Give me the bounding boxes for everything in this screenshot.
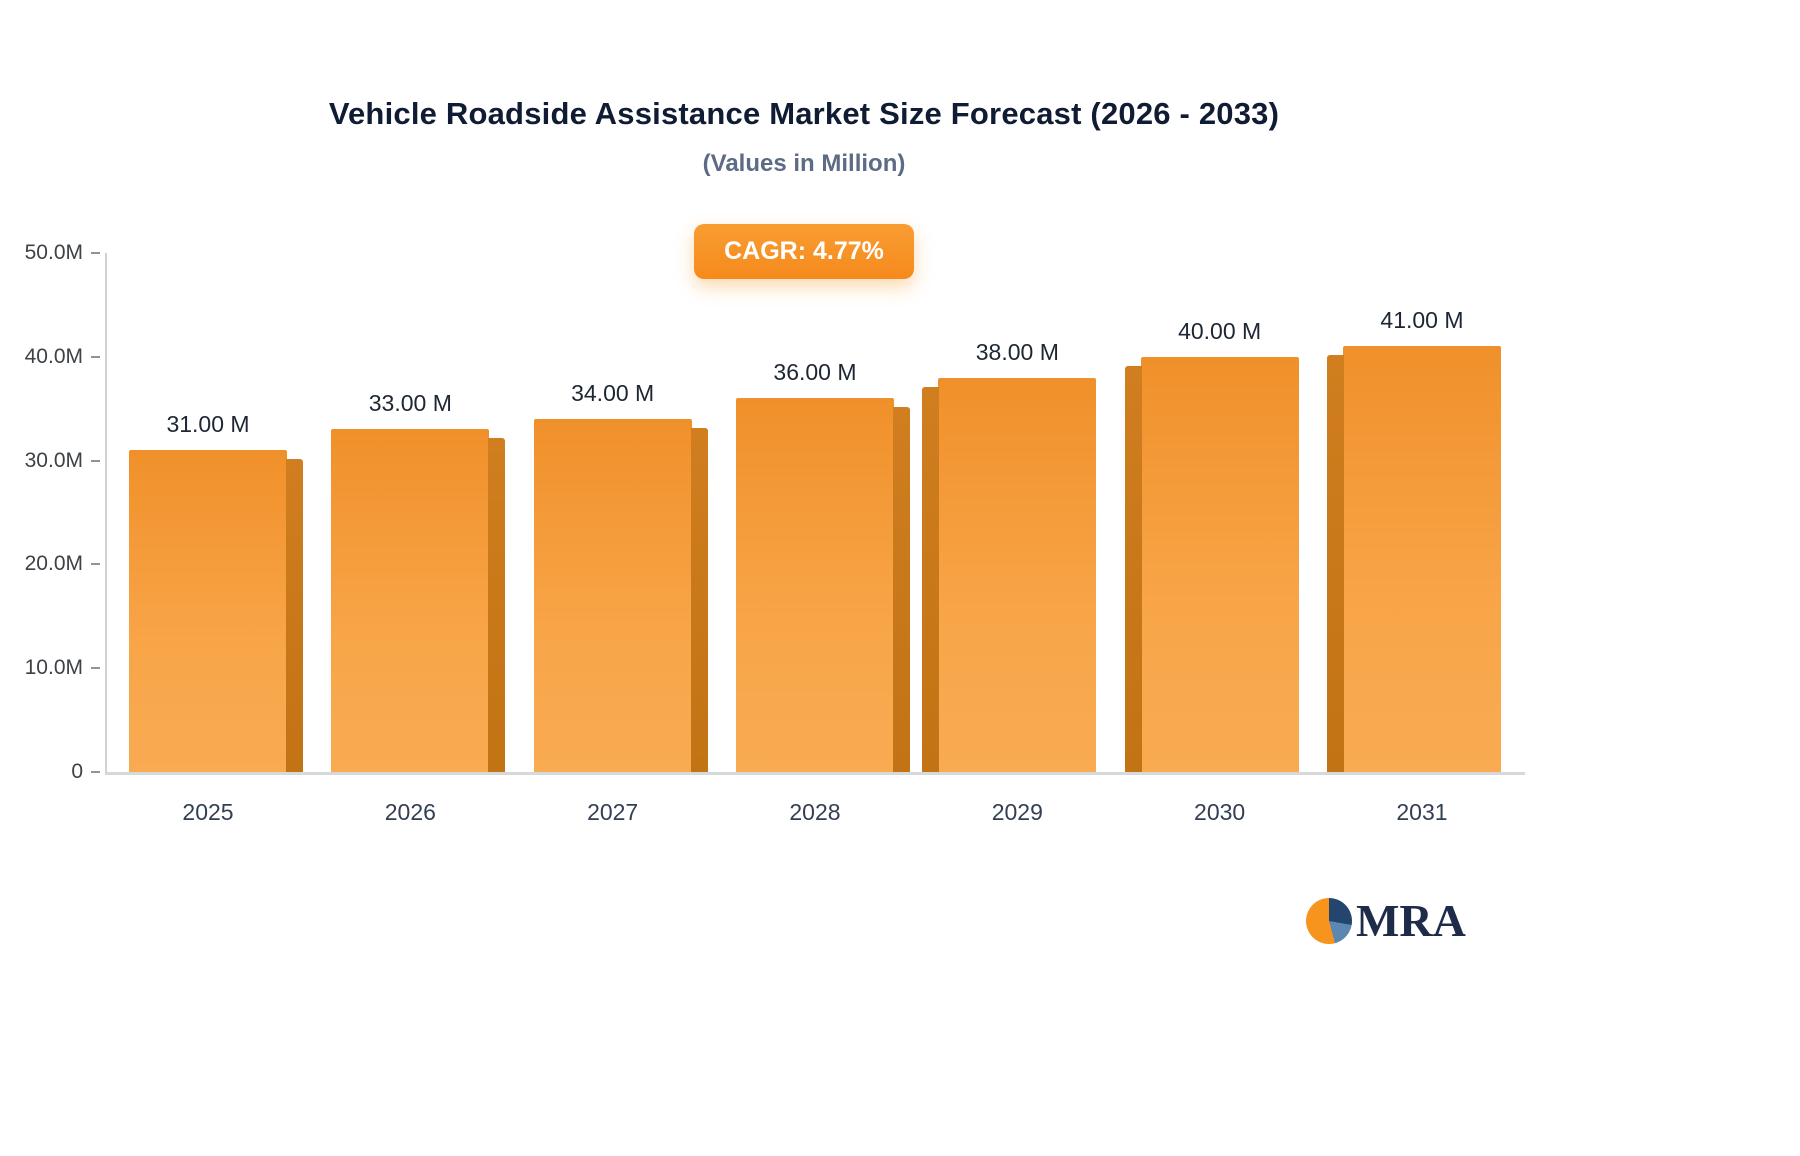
bar-column: 31.00 M 2025 xyxy=(129,253,303,825)
y-tick-label: 10.0M xyxy=(24,656,83,680)
y-tick-mark xyxy=(91,563,100,566)
x-axis-label: 2025 xyxy=(182,799,234,825)
bar-3d-side xyxy=(488,438,506,772)
bar-3d-side xyxy=(690,428,708,772)
y-tick-label: 40.0M xyxy=(24,344,83,368)
bar-value-label: 36.00 M xyxy=(773,359,857,386)
bar-value-label: 38.00 M xyxy=(975,338,1059,365)
y-tick-mark xyxy=(91,355,100,358)
bar-column: 40.00 M 2030 xyxy=(1124,253,1299,825)
pie-logo-icon xyxy=(1306,898,1352,944)
x-axis-label: 2026 xyxy=(384,799,436,825)
chart-title: Vehicle Roadside Assistance Market Size … xyxy=(328,96,1280,131)
bar-3d-side xyxy=(1124,365,1142,772)
bar-column: 41.00 M 2031 xyxy=(1326,253,1501,825)
y-tick-mark xyxy=(91,771,100,773)
bar xyxy=(922,377,1097,772)
bar-3d-side xyxy=(922,386,940,772)
bar xyxy=(1124,356,1299,772)
x-axis-label: 2031 xyxy=(1396,799,1448,825)
bar-3d-side xyxy=(1326,355,1344,772)
bar-column: 38.00 M 2029 xyxy=(922,253,1097,825)
bars: 31.00 M 2025 33.00 M 2026 34.00 M 2027 36.00 M… xyxy=(107,253,1525,825)
x-axis-label: 2030 xyxy=(1194,799,1246,825)
bar-value-label: 31.00 M xyxy=(166,411,250,438)
y-tick-mark xyxy=(91,667,100,670)
cagr-badge-wrap: CAGR: 4.77% xyxy=(95,224,1513,279)
brand-logo-text: MRA xyxy=(1356,895,1466,946)
cagr-badge: CAGR: 4.77% xyxy=(694,224,914,279)
bar-column: 33.00 M 2026 xyxy=(331,253,506,825)
bar xyxy=(735,398,910,772)
bar xyxy=(1326,346,1501,772)
y-tick-label: 0 xyxy=(71,760,83,783)
y-tick-label: 30.0M xyxy=(24,448,83,472)
x-axis-label: 2029 xyxy=(991,799,1043,825)
bar-3d-side xyxy=(892,407,910,772)
y-tick-label: 20.0M xyxy=(24,552,83,576)
bar-column: 34.00 M 2027 xyxy=(533,253,708,825)
bar xyxy=(129,450,303,772)
bar-value-label: 40.00 M xyxy=(1178,317,1262,344)
brand-logo: MRA xyxy=(1306,898,1466,944)
bar-value-label: 33.00 M xyxy=(368,390,452,417)
y-tick-mark xyxy=(91,459,100,462)
bar-3d-side xyxy=(286,459,303,772)
y-tick-label: 50.0M xyxy=(24,241,83,264)
chart-subtitle: (Values in Million) xyxy=(702,150,906,177)
plot-area: 31.00 M 2025 33.00 M 2026 34.00 M 2027 36.00 M… xyxy=(25,241,1525,825)
x-axis-label: 2027 xyxy=(587,799,639,825)
bar-value-label: 34.00 M xyxy=(571,380,655,407)
bar-value-label: 41.00 M xyxy=(1380,307,1464,334)
bar xyxy=(533,419,708,772)
y-tick-mark xyxy=(91,252,100,254)
bar-column: 36.00 M 2028 xyxy=(735,253,910,825)
bar xyxy=(331,429,506,772)
x-axis-label: 2028 xyxy=(789,799,841,825)
